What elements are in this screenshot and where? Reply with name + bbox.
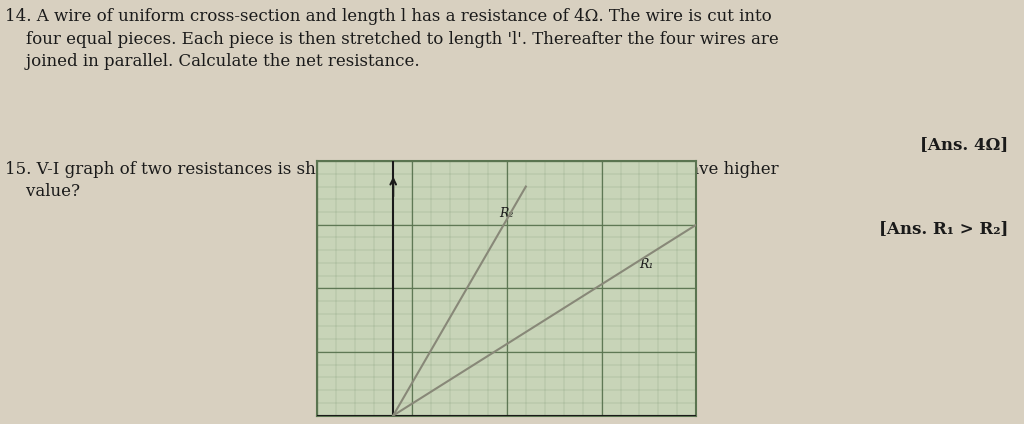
Text: R₂: R₂ [500, 207, 514, 220]
Text: 14. A wire of uniform cross-section and length l has a resistance of 4Ω. The wir: 14. A wire of uniform cross-section and … [5, 8, 779, 70]
Text: R₁: R₁ [639, 258, 654, 271]
Text: 15. V-I graph of two resistances is shown in figure which of the two resistances: 15. V-I graph of two resistances is show… [5, 161, 778, 200]
Text: [Ans. R₁ > R₂]: [Ans. R₁ > R₂] [880, 220, 1009, 237]
Text: [Ans. 4Ω]: [Ans. 4Ω] [921, 136, 1009, 153]
Text: I: I [328, 200, 333, 214]
Text: V ―→: V ―→ [495, 380, 535, 394]
